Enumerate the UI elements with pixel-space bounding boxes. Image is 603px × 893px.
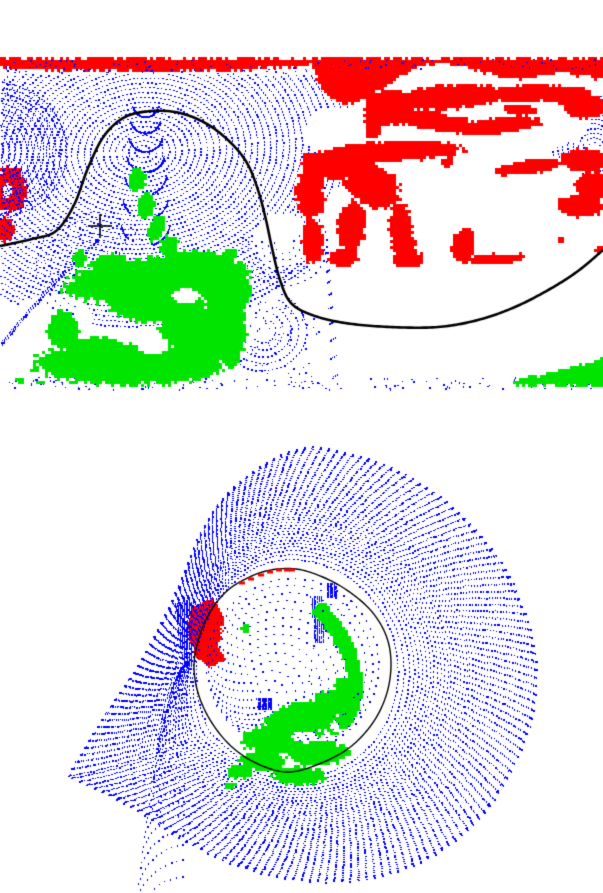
surface-3d-panel: [0, 400, 603, 893]
map-projection-panel: [0, 0, 603, 400]
